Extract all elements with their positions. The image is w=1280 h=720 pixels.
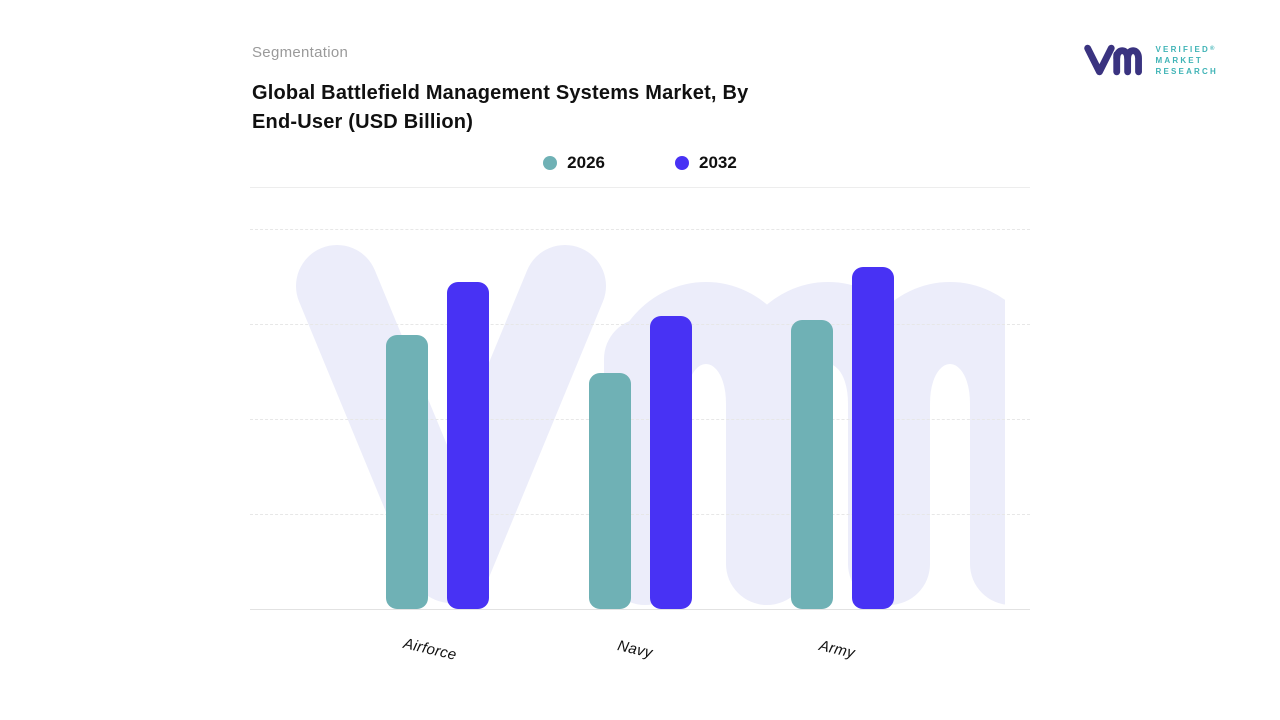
bar-group-airforce: [386, 282, 489, 609]
plot-area: [250, 229, 1030, 610]
registered-mark: ®: [1210, 45, 1217, 52]
vmr-wordmark: VERIFIED® MARKET RESEARCH: [1156, 45, 1219, 76]
chart-legend: 2026 2032: [250, 151, 1030, 175]
bars-row: [250, 267, 1030, 609]
bar-2026-airforce: [386, 335, 428, 609]
title-line-2: End-User (USD Billion): [252, 111, 474, 133]
gridline: [250, 419, 1030, 420]
category-axis: Airforce Navy Army: [250, 623, 1030, 683]
gridline: [250, 514, 1030, 515]
eyebrow-label: Segmentation: [252, 44, 349, 61]
bar-group-army: [791, 267, 894, 609]
vmr-monogram-icon: [1083, 44, 1142, 76]
bar-2026-navy: [588, 373, 631, 609]
category-label-navy: Navy: [615, 637, 655, 662]
category-label-airforce: Airforce: [401, 635, 459, 664]
x-axis-baseline: [250, 609, 1030, 610]
legend-item-2026[interactable]: 2026: [543, 153, 605, 173]
bar-2032-navy: [649, 316, 692, 609]
legend-label-2026: 2026: [567, 153, 605, 172]
legend-label-2032: 2032: [699, 153, 737, 172]
gridline: [250, 324, 1030, 325]
vmr-logo: VERIFIED® MARKET RESEARCH: [1082, 40, 1219, 80]
category-label-army: Army: [817, 637, 857, 662]
bar-2032-airforce: [447, 282, 489, 609]
chart-card: Segmentation Global Battlefield Manageme…: [250, 44, 1030, 683]
page-title: Global Battlefield Management Systems Ma…: [252, 79, 1030, 137]
bar-2032-army: [852, 267, 894, 609]
wordmark-line-3: RESEARCH: [1155, 66, 1218, 76]
header-divider: [250, 187, 1030, 188]
title-line-1: Global Battlefield Management Systems Ma…: [252, 82, 749, 104]
gridline: [250, 229, 1030, 230]
bar-group-navy: [588, 316, 692, 609]
legend-dot-2032-icon: [675, 156, 689, 170]
legend-item-2032[interactable]: 2032: [675, 153, 737, 173]
bar-2026-army: [791, 320, 833, 609]
wordmark-line-1: VERIFIED®: [1155, 44, 1217, 54]
legend-dot-2026-icon: [543, 156, 558, 170]
wordmark-line-2: MARKET: [1155, 55, 1203, 65]
